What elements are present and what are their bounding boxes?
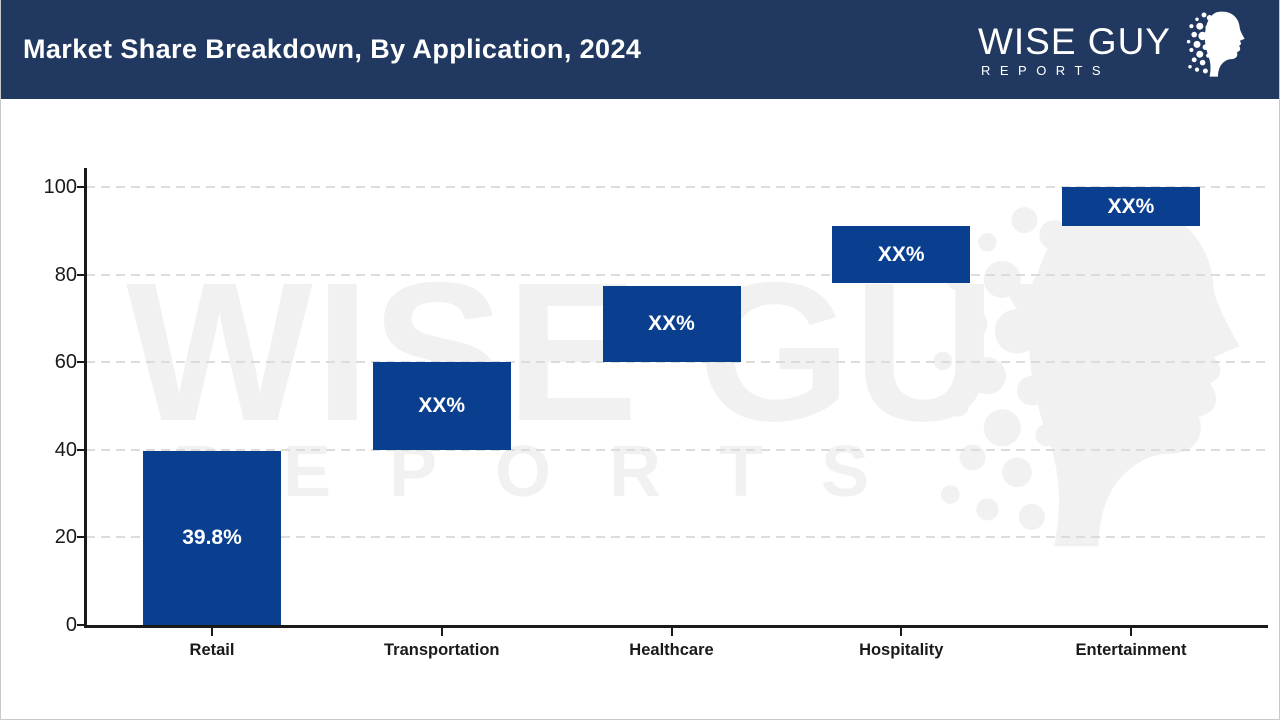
y-axis-tick bbox=[77, 536, 86, 539]
y-axis-tick-label: 100 bbox=[43, 176, 77, 198]
x-category-label-retail: Retail bbox=[189, 641, 235, 659]
brand-subname: REPORTS bbox=[980, 62, 1111, 78]
x-axis-tick bbox=[440, 627, 443, 636]
bar-healthcare: XX% bbox=[602, 285, 741, 363]
x-axis-tick bbox=[670, 627, 673, 636]
x-category-label-healthcare: Healthcare bbox=[629, 641, 714, 659]
brand-name: WISE GUY bbox=[977, 20, 1171, 62]
bar-value-label: XX% bbox=[1107, 194, 1155, 218]
x-axis-line bbox=[84, 625, 1268, 628]
x-axis-tick bbox=[900, 627, 903, 636]
gridline bbox=[86, 273, 1267, 276]
gridline bbox=[86, 361, 1267, 364]
gridline bbox=[86, 186, 1267, 188]
y-axis-tick-label: 0 bbox=[65, 614, 77, 636]
y-axis-tick-label: 80 bbox=[54, 263, 77, 286]
brand-logo-text: WISE GUY REPORTS bbox=[978, 23, 1171, 77]
watermark-subtext: REPORTS bbox=[173, 432, 928, 512]
y-axis-tick bbox=[77, 624, 86, 626]
y-axis-tick-label: 20 bbox=[54, 526, 77, 549]
gridline bbox=[86, 448, 1267, 451]
y-axis-tick-label: 60 bbox=[54, 351, 77, 374]
x-category-label-entertainment: Entertainment bbox=[1075, 641, 1187, 659]
gridline bbox=[86, 536, 1267, 539]
header-bar: Market Share Breakdown, By Application, … bbox=[1, 0, 1279, 99]
bar-value-label: 39.8% bbox=[182, 525, 242, 549]
y-axis-tick bbox=[77, 186, 86, 188]
bar-transportation: XX% bbox=[372, 362, 511, 450]
y-axis-tick bbox=[77, 273, 86, 276]
page-title: Market Share Breakdown, By Application, … bbox=[23, 34, 642, 64]
x-axis-tick bbox=[211, 627, 213, 636]
bar-value-label: XX% bbox=[418, 393, 466, 417]
y-axis-tick bbox=[77, 361, 86, 364]
x-axis-tick bbox=[1130, 627, 1132, 636]
x-category-label-transportation: Transportation bbox=[383, 641, 500, 659]
brand-logo: WISE GUY REPORTS bbox=[978, 8, 1255, 92]
y-axis-tick bbox=[77, 448, 86, 451]
bar-hospitality: XX% bbox=[832, 226, 971, 284]
x-category-label-hospitality: Hospitality bbox=[859, 641, 944, 659]
bar-entertainment: XX% bbox=[1062, 187, 1200, 227]
y-axis-tick-label: 40 bbox=[54, 438, 77, 461]
y-axis-line bbox=[84, 168, 87, 627]
brand-dotted-head-icon bbox=[1167, 8, 1255, 92]
bar-value-label: XX% bbox=[648, 311, 695, 335]
bar-retail: 39.8% bbox=[143, 450, 281, 625]
bar-value-label: XX% bbox=[877, 242, 925, 266]
